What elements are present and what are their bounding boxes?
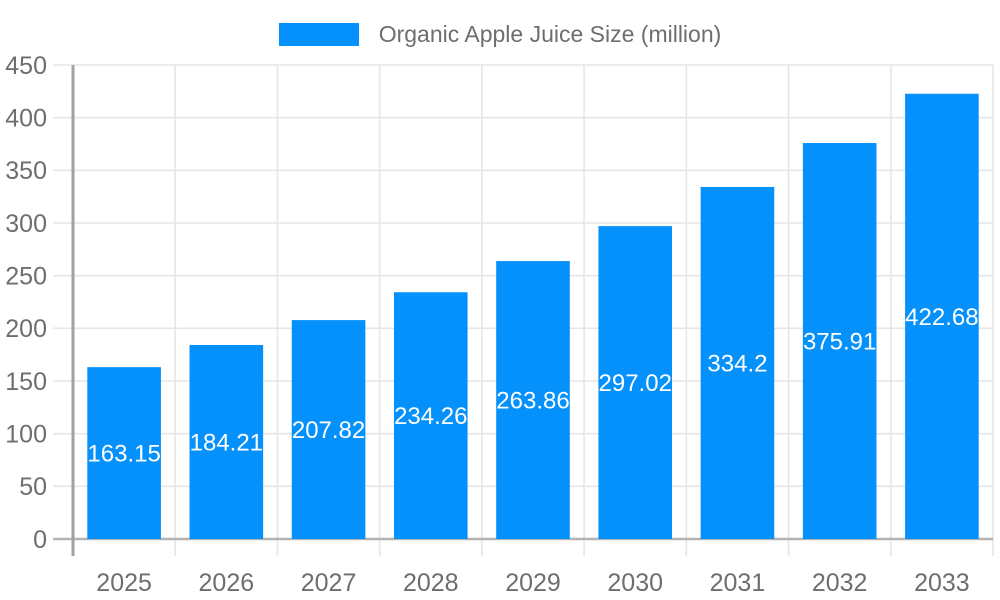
y-tick-label: 0 xyxy=(33,526,47,554)
y-tick-label: 150 xyxy=(5,368,47,396)
bar xyxy=(87,367,161,539)
x-tick-label: 2029 xyxy=(505,569,561,597)
bar xyxy=(700,186,775,539)
legend-swatch xyxy=(278,23,359,46)
bar xyxy=(393,292,468,539)
x-tick-label: 2031 xyxy=(710,569,766,597)
bar-value-label: 163.15 xyxy=(87,440,160,467)
bar-value-label: 375.91 xyxy=(803,328,876,355)
bar-value-label: 234.26 xyxy=(394,403,467,430)
bar-value-label: 334.2 xyxy=(707,350,767,377)
x-tick-label: 2026 xyxy=(199,569,255,597)
legend-label: Organic Apple Juice Size (million) xyxy=(378,21,722,47)
bar-value-label: 184.21 xyxy=(190,429,263,456)
bar xyxy=(291,320,366,539)
y-tick-label: 350 xyxy=(5,157,47,185)
bar xyxy=(496,261,570,539)
y-tick-label: 400 xyxy=(5,104,47,132)
y-tick-label: 450 xyxy=(5,52,47,80)
bar xyxy=(598,226,673,540)
x-tick-label: 2033 xyxy=(914,569,970,597)
bar xyxy=(802,143,877,539)
x-tick-label: 2028 xyxy=(403,569,459,597)
y-tick-label: 50 xyxy=(19,473,47,501)
x-tick-label: 2032 xyxy=(812,569,868,597)
bar-value-label: 263.86 xyxy=(496,387,569,414)
bar-value-label: 207.82 xyxy=(292,417,365,444)
x-tick-label: 2027 xyxy=(301,569,357,597)
bar xyxy=(905,93,979,539)
x-tick-label: 2030 xyxy=(607,569,663,597)
bar-value-label: 297.02 xyxy=(599,370,672,397)
y-tick-label: 250 xyxy=(5,262,47,290)
bar xyxy=(189,344,264,539)
x-tick-label: 2025 xyxy=(96,569,152,597)
bar-value-label: 422.68 xyxy=(905,304,978,331)
chart-legend: Organic Apple Juice Size (million) xyxy=(0,21,1000,48)
y-tick-label: 200 xyxy=(5,315,47,343)
y-tick-label: 300 xyxy=(5,210,47,238)
y-tick-label: 100 xyxy=(5,420,47,448)
